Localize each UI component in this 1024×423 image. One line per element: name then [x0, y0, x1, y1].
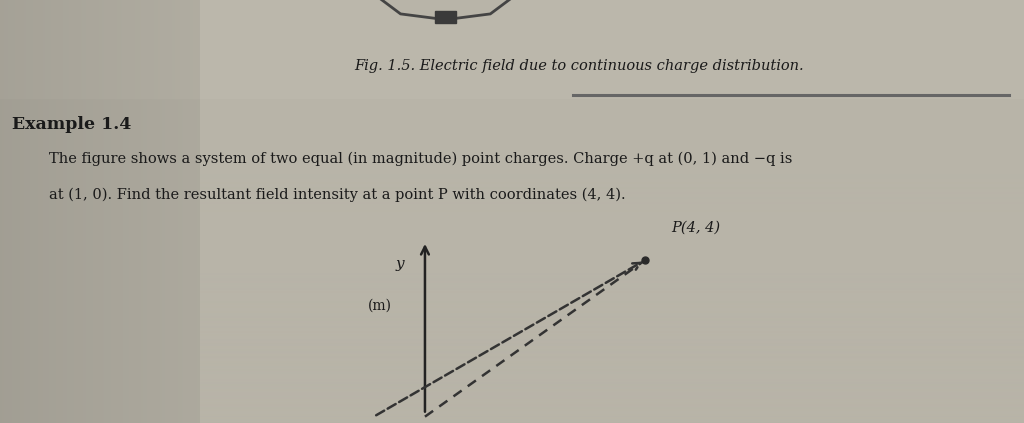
Text: Fig. 1.5. Electric field due to continuous charge distribution.: Fig. 1.5. Electric field due to continuo… [353, 58, 804, 73]
Text: y: y [396, 257, 404, 271]
Text: (m): (m) [369, 298, 392, 312]
FancyBboxPatch shape [435, 11, 456, 23]
Text: Example 1.4: Example 1.4 [12, 116, 132, 133]
Polygon shape [382, 0, 509, 19]
Text: at (1, 0). Find the resultant field intensity at a point P with coordinates (4, : at (1, 0). Find the resultant field inte… [49, 187, 626, 202]
Text: The figure shows a system of two equal (in magnitude) point charges. Charge +q a: The figure shows a system of two equal (… [49, 151, 793, 166]
Text: P(4, 4): P(4, 4) [671, 221, 720, 235]
